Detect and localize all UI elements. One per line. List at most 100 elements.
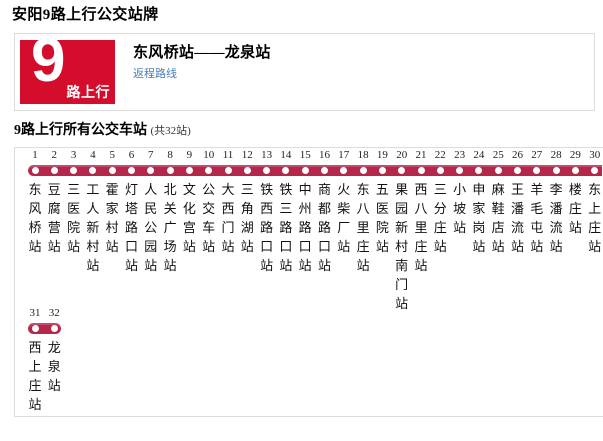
station-name[interactable]: 霍家村站 [105,182,119,254]
station-dot[interactable] [436,167,444,174]
station-number-strip: 1 2 3 4 5 6 7 8 9 10 11 12 13 14 15 16 17 18 19 20 21 22 23 24 2… [24,148,603,163]
station-dot[interactable] [552,167,560,174]
station-dot[interactable] [475,167,483,174]
station-number: 20 [396,149,408,161]
station-dot[interactable] [263,167,271,174]
station-dot[interactable] [50,167,58,174]
station-dot[interactable] [359,167,367,174]
station-name[interactable]: 果园新村南门站 [395,182,409,311]
station-name[interactable]: 三角湖站 [240,182,254,254]
station-name[interactable]: 工人新村站 [86,182,100,273]
station-number: 1 [32,149,38,161]
station-dot[interactable] [224,167,232,174]
station-number: 10 [203,149,215,161]
station-name[interactable]: 龙泉站 [47,340,61,393]
station-dot[interactable] [70,167,78,174]
station-number: 28 [550,149,562,161]
route-name: 东风桥站——龙泉站 [133,45,271,61]
station-dot[interactable] [494,167,502,174]
station-dot[interactable] [398,167,406,174]
station-rows-host: 1 2 3 4 5 6 7 8 9 10 11 12 13 14 15 16 17 18 19 20 21 22 23 24 2… [15,148,603,416]
station-dot[interactable] [205,167,213,174]
station-name[interactable]: 西八里庄站 [414,182,428,273]
station-dot[interactable] [243,167,251,174]
station-dot[interactable] [591,167,599,174]
station-name[interactable]: 公交车站 [202,182,216,254]
station-number: 24 [473,149,485,161]
station-name[interactable]: 东八里庄站 [356,182,370,273]
station-dot[interactable] [301,167,309,174]
station-name[interactable]: 人民公园站 [144,182,158,273]
station-dot[interactable] [571,167,579,174]
route-line-bar [28,323,62,334]
station-dot[interactable] [282,167,290,174]
station-name[interactable]: 灯塔路口站 [124,182,138,273]
stations-section-heading: 9路上行所有公交车站 (共32站) [0,111,603,141]
station-dot[interactable] [89,167,97,174]
station-name[interactable]: 铁西路口站 [260,182,274,273]
station-number: 8 [167,149,173,161]
route-line [24,164,603,178]
station-name[interactable]: 羊毛屯站 [530,182,544,254]
station-names-strip: 西上庄站龙泉站 [24,338,603,416]
station-number: 5 [109,149,115,161]
station-dot[interactable] [340,167,348,174]
station-number: 6 [128,149,135,161]
station-name[interactable]: 三医院站 [67,182,81,254]
stations-count-label: (共32站) [150,125,191,137]
station-name[interactable]: 文化宫站 [182,182,196,254]
station-number: 11 [222,149,234,161]
station-dot[interactable] [533,167,541,174]
station-dot[interactable] [417,167,425,174]
station-number: 12 [241,149,253,161]
route-line [24,322,603,336]
station-name[interactable]: 豆腐营站 [47,182,61,254]
station-name[interactable]: 五医院站 [375,182,389,254]
station-name[interactable]: 小坡站 [453,182,467,235]
station-dot[interactable] [147,167,155,174]
station-name[interactable]: 东风桥站 [28,182,42,254]
station-dot[interactable] [378,167,386,174]
return-route-link[interactable]: 返程路线 [133,68,177,80]
station-name[interactable]: 西上庄站 [28,340,42,412]
station-names-strip: 东风桥站豆腐营站三医院站工人新村站霍家村站灯塔路口站人民公园站北关广场站文化宫站… [24,180,603,311]
station-dot[interactable] [514,167,521,174]
station-dot[interactable] [50,325,58,332]
station-name[interactable]: 楼庄站 [568,182,582,235]
station-dot[interactable] [185,167,193,174]
station-name[interactable]: 北关广场站 [163,182,177,273]
station-dot[interactable] [321,167,328,174]
station-number: 17 [338,149,350,161]
station-name[interactable]: 三分庄站 [433,182,447,254]
station-number: 15 [299,149,311,161]
station-number: 13 [261,149,273,161]
station-name[interactable]: 中州路口站 [298,182,312,273]
route-info: 东风桥站——龙泉站 返程路线 [133,42,271,82]
station-name[interactable]: 麻鞋店站 [491,182,505,254]
station-name[interactable]: 大西门站 [221,182,235,254]
station-number-strip: 31 32 [24,306,603,321]
station-number: 29 [569,149,581,161]
station-dot[interactable] [31,167,39,174]
station-row: 1 2 3 4 5 6 7 8 9 10 11 12 13 14 15 16 17 18 19 20 21 22 23 24 2… [15,148,603,311]
station-name[interactable]: 申家岗站 [472,182,486,254]
station-name[interactable]: 火柴厂站 [337,182,351,254]
station-number: 9 [186,149,193,161]
station-name[interactable]: 铁三路口站 [279,182,293,273]
station-dot[interactable] [166,167,174,174]
station-number: 23 [454,149,466,161]
station-name[interactable]: 商都路口站 [317,182,331,273]
route-badge-number: 9 [31,40,66,95]
station-name[interactable]: 东上庄站 [588,182,602,254]
station-dot[interactable] [108,167,116,174]
station-dot[interactable] [128,167,135,174]
station-dot[interactable] [31,325,39,332]
station-name[interactable]: 李潘流站 [549,182,563,254]
station-name[interactable]: 王潘流站 [510,182,524,254]
station-dot[interactable] [456,167,464,174]
station-number: 19 [376,149,388,161]
station-number: 31 [29,307,41,319]
station-number: 27 [531,149,543,161]
station-number: 7 [148,149,154,161]
station-number: 22 [434,149,446,161]
